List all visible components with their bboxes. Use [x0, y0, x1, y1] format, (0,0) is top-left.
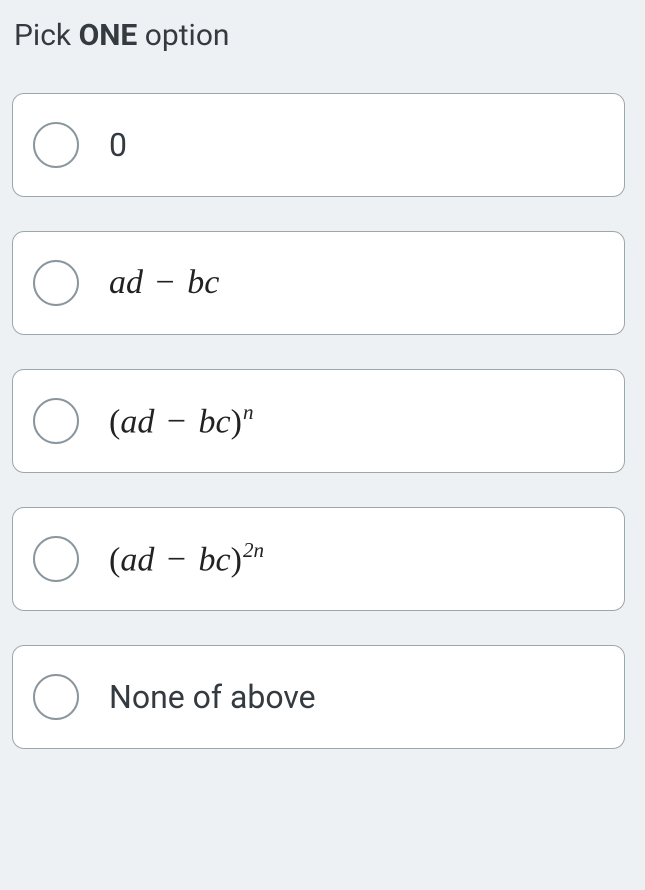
question-container: Pick ONE option 0 ad − bc (ad − bc)n (ad… [0, 0, 645, 749]
radio-icon [33, 536, 79, 582]
options-list: 0 ad − bc (ad − bc)n (ad − bc)2n None of… [12, 93, 625, 749]
prompt-bold: ONE [79, 18, 138, 53]
prompt-prefix: Pick [14, 18, 79, 53]
option-0[interactable]: 0 [12, 93, 625, 197]
option-ad-minus-bc-pow-2n[interactable]: (ad − bc)2n [12, 507, 625, 611]
option-label: None of above [109, 678, 604, 716]
question-prompt: Pick ONE option [14, 18, 625, 53]
option-label: ad − bc [109, 264, 604, 302]
exponent: n [243, 400, 254, 424]
radio-icon [33, 122, 79, 168]
option-ad-minus-bc[interactable]: ad − bc [12, 231, 625, 335]
option-none-of-above[interactable]: None of above [12, 645, 625, 749]
option-label: (ad − bc)n [109, 401, 604, 441]
option-label: (ad − bc)2n [109, 539, 604, 579]
option-ad-minus-bc-pow-n[interactable]: (ad − bc)n [12, 369, 625, 473]
prompt-suffix: option [137, 18, 229, 53]
exponent: 2n [243, 538, 264, 562]
radio-icon [33, 398, 79, 444]
radio-icon [33, 674, 79, 720]
option-label: 0 [109, 126, 604, 164]
radio-icon [33, 260, 79, 306]
